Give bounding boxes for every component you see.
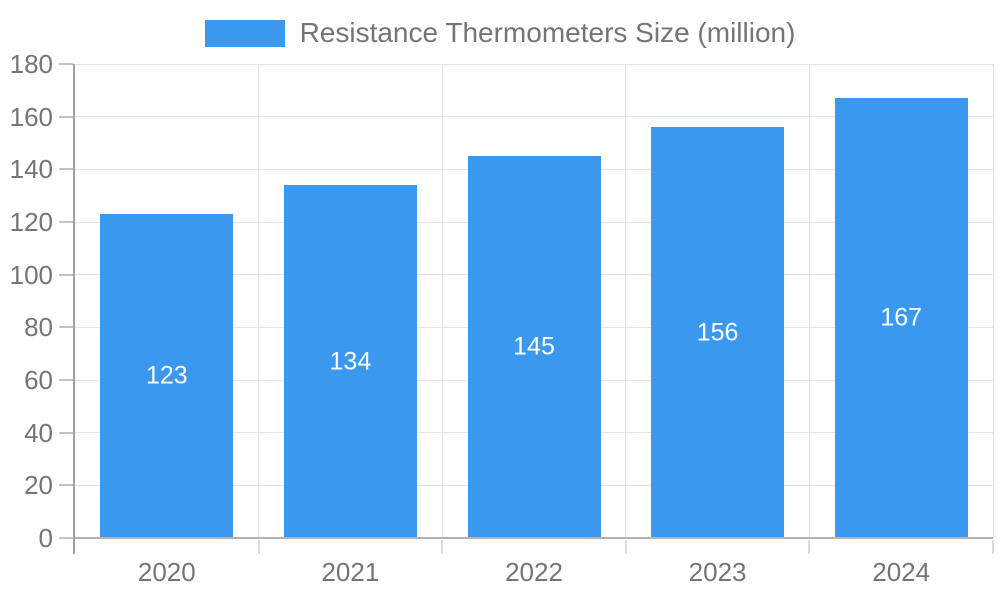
y-tick: [59, 326, 73, 329]
chart-legend: Resistance Thermometers Size (million): [0, 16, 1000, 50]
bar-value-label: 167: [880, 303, 923, 332]
y-tick: [59, 537, 73, 539]
x-tick: [992, 540, 994, 554]
bar: [834, 98, 968, 538]
x-axis-label: 2020: [137, 557, 196, 587]
y-axis-label: 140: [9, 154, 53, 185]
bar: [283, 185, 417, 538]
x-gridline: [625, 64, 627, 538]
y-axis-label: 100: [9, 259, 53, 290]
x-axis-label: 2021: [321, 557, 380, 587]
bar: [467, 156, 601, 538]
x-tick: [257, 540, 260, 554]
y-tick: [59, 273, 73, 276]
y-axis-label: 80: [24, 312, 53, 343]
y-tick: [59, 63, 73, 65]
x-gridline: [258, 64, 260, 538]
y-gridline: [75, 63, 993, 65]
x-gridline: [808, 64, 810, 538]
bar-value-label: 123: [145, 361, 188, 390]
y-axis-label: 180: [9, 49, 53, 79]
y-axis-label: 120: [9, 207, 53, 237]
y-tick: [59, 168, 73, 171]
x-tick: [441, 540, 444, 554]
y-axis-label: 40: [24, 417, 53, 448]
y-axis-label: 20: [24, 470, 53, 501]
y-tick: [59, 379, 73, 381]
bar-value-label: 156: [696, 318, 739, 347]
x-axis-label: 2023: [688, 557, 747, 587]
y-tick: [59, 115, 73, 118]
y-tick: [59, 221, 73, 223]
bar-value-label: 134: [329, 347, 372, 376]
x-axis-line: [73, 537, 993, 539]
legend-label: Resistance Thermometers Size (million): [299, 17, 796, 48]
bar-value-label: 145: [513, 332, 555, 361]
bar: [100, 214, 234, 538]
x-gridline: [441, 64, 443, 538]
x-gridline: [992, 64, 994, 538]
x-tick: [624, 540, 627, 554]
y-tick: [59, 431, 73, 434]
y-axis-line: [73, 64, 75, 554]
legend-swatch: [204, 19, 285, 47]
x-tick: [808, 540, 811, 554]
x-axis-label: 2022: [505, 557, 563, 587]
y-axis-label: 60: [24, 365, 53, 395]
x-axis-label: 2024: [872, 557, 931, 587]
y-tick: [59, 484, 73, 487]
y-gridline: [75, 116, 993, 118]
bar: [651, 127, 785, 538]
y-axis-label: 160: [9, 101, 53, 132]
y-axis-label: 0: [38, 523, 53, 553]
